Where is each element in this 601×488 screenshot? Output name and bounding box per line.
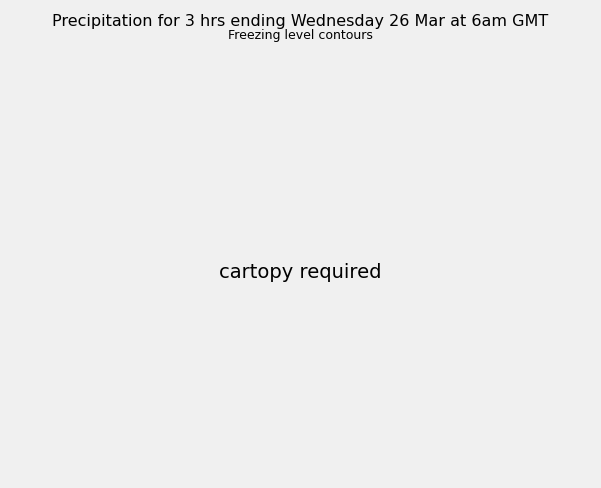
Text: Precipitation for 3 hrs ending Wednesday 26 Mar at 6am GMT: Precipitation for 3 hrs ending Wednesday… — [52, 14, 549, 29]
Text: cartopy required: cartopy required — [219, 263, 382, 282]
Text: Freezing level contours: Freezing level contours — [228, 29, 373, 42]
